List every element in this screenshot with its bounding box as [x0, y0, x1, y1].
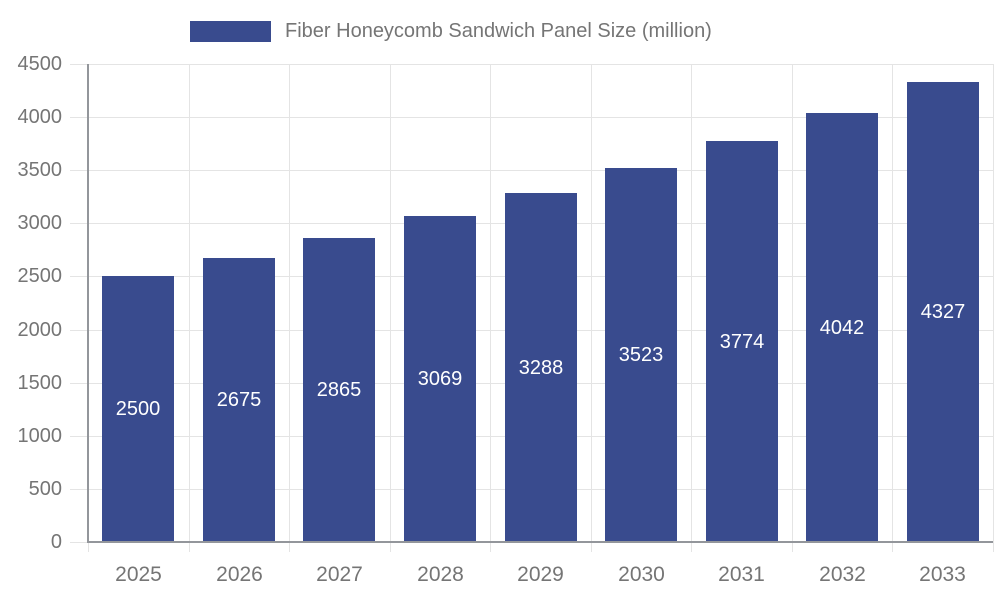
x-axis-label: 2025 [115, 563, 162, 586]
bar-2029[interactable] [505, 193, 577, 542]
bar-value-label: 3774 [719, 331, 765, 353]
gridline-horizontal [70, 170, 993, 171]
gridline-vertical [892, 64, 893, 552]
y-axis-tick-label: 1000 [17, 425, 63, 447]
y-axis-tick-label: 3000 [17, 212, 63, 234]
legend-label: Fiber Honeycomb Sandwich Panel Size (mil… [285, 19, 712, 42]
y-axis-tick-label: 500 [28, 478, 62, 500]
bar-2032[interactable] [806, 113, 878, 542]
bar-value-label: 4327 [920, 301, 966, 323]
bar-value-label: 2675 [216, 389, 262, 411]
gridline-vertical [591, 64, 592, 552]
gridline-vertical [993, 64, 994, 552]
x-axis-label: 2032 [819, 563, 866, 586]
x-axis-label: 2029 [517, 563, 564, 586]
gridline-vertical [289, 64, 290, 552]
bar-value-label: 3069 [417, 368, 463, 390]
bar-value-label: 4042 [819, 317, 865, 339]
x-axis-label: 2028 [417, 563, 464, 586]
x-axis-label: 2033 [919, 563, 966, 586]
x-axis-label: 2030 [618, 563, 665, 586]
bar-2025[interactable] [102, 276, 174, 542]
bar-2031[interactable] [706, 141, 778, 542]
gridline-vertical [490, 64, 491, 552]
gridline-vertical [792, 64, 793, 552]
gridline-horizontal [70, 117, 993, 118]
bar-2026[interactable] [203, 258, 275, 542]
x-axis-label: 2026 [216, 563, 263, 586]
bar-value-label: 2865 [316, 379, 362, 401]
bar-value-label: 2500 [115, 398, 161, 420]
x-axis-label: 2027 [316, 563, 363, 586]
y-axis-tick-label: 2500 [17, 265, 63, 287]
bar-2027[interactable] [303, 238, 375, 542]
y-axis-tick-label: 4000 [17, 106, 63, 128]
y-axis-line [87, 64, 89, 542]
x-tick [88, 542, 89, 552]
bar-2028[interactable] [404, 216, 476, 542]
x-axis-line [87, 541, 993, 543]
y-tick [70, 542, 88, 543]
y-axis-tick-label: 0 [50, 531, 62, 553]
x-axis-label: 2031 [718, 563, 765, 586]
bar-value-label: 3523 [618, 344, 664, 366]
gridline-vertical [691, 64, 692, 552]
gridline-vertical [189, 64, 190, 552]
y-axis-tick-label: 2000 [17, 319, 63, 341]
y-axis-tick-label: 4500 [17, 53, 63, 75]
y-axis-tick-label: 1500 [17, 372, 63, 394]
bar-2030[interactable] [605, 168, 677, 542]
legend-swatch-icon [190, 20, 271, 42]
gridline-horizontal [70, 64, 993, 65]
bar-value-label: 3288 [518, 357, 564, 379]
bar-2033[interactable] [907, 82, 979, 542]
gridline-vertical [390, 64, 391, 552]
y-axis-tick-label: 3500 [17, 159, 63, 181]
chart-legend[interactable]: Fiber Honeycomb Sandwich Panel Size (mil… [190, 18, 712, 44]
